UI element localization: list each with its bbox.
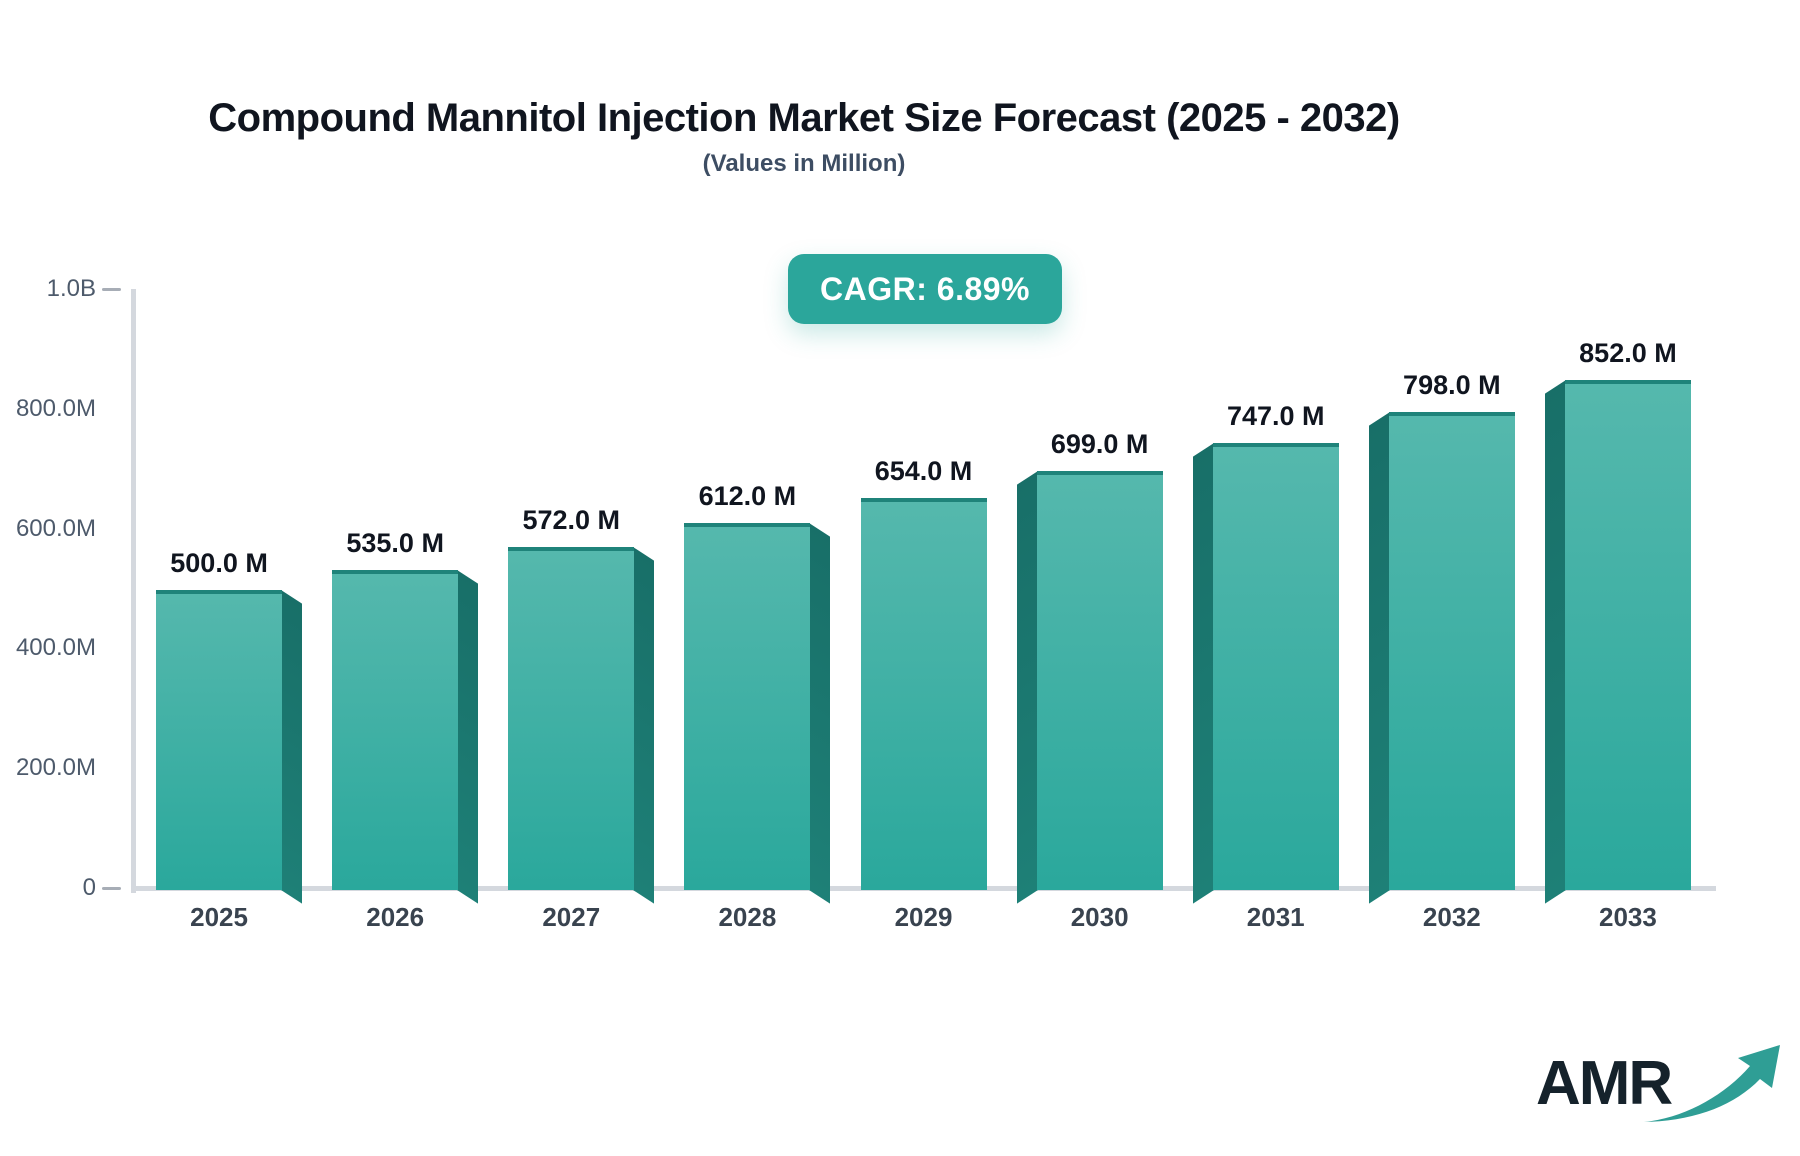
x-axis-label: 2029 <box>894 902 953 932</box>
x-axis-label: 2026 <box>366 902 425 932</box>
y-axis-tick-label: 800.0M <box>15 394 96 422</box>
bar-side-face <box>457 570 479 904</box>
bar-value-label: 612.0 M <box>698 481 797 511</box>
x-axis-label: 2031 <box>1246 902 1305 932</box>
y-axis-line <box>131 289 136 893</box>
y-axis-tick-label: 400.0M <box>15 634 96 662</box>
bar <box>1212 443 1339 890</box>
cagr-badge: CAGR: 6.89% <box>788 254 1062 324</box>
bar-value-label: 654.0 M <box>874 456 973 486</box>
amr-logo-text: AMR <box>1536 1049 1673 1118</box>
y-axis-tick-label: 0 <box>82 874 96 901</box>
bar <box>860 498 987 890</box>
bar-side-face <box>1544 380 1566 904</box>
bar-side-face <box>1368 412 1390 904</box>
bar-value-label: 798.0 M <box>1403 370 1501 400</box>
x-axis-label: 2025 <box>190 902 248 932</box>
x-axis-label: 2033 <box>1599 902 1657 932</box>
bar-side-face <box>1016 471 1038 904</box>
chart-title: Compound Mannitol Injection Market Size … <box>208 96 1400 140</box>
x-axis-label: 2032 <box>1422 902 1481 932</box>
x-axis-label: 2030 <box>1070 902 1129 932</box>
growth-arrow-icon <box>1644 1045 1780 1122</box>
bar-side-face <box>633 547 655 904</box>
y-axis-tick-dash <box>102 887 121 890</box>
bar <box>684 523 811 890</box>
chart-subtitle: (Values in Million) <box>702 150 906 177</box>
bar <box>156 590 283 890</box>
bar-value-label: 535.0 M <box>346 528 444 558</box>
y-axis-tick-dash <box>102 288 121 291</box>
bar-value-label: 747.0 M <box>1226 401 1325 431</box>
bar-value-label: 852.0 M <box>1579 338 1677 368</box>
x-axis-label: 2027 <box>542 902 601 932</box>
y-axis-tick-label: 200.0M <box>15 754 96 782</box>
bar <box>332 570 459 890</box>
bar <box>508 547 635 890</box>
bar-value-label: 572.0 M <box>522 505 621 535</box>
y-axis-tick-label: 1.0B <box>46 275 96 302</box>
cagr-badge-label: CAGR: 6.89% <box>820 270 1030 307</box>
bar-value-label: 500.0 M <box>170 548 268 578</box>
bar-value-label: 699.0 M <box>1050 429 1149 459</box>
bar <box>1564 380 1691 890</box>
y-axis-tick-label: 600.0M <box>15 514 96 542</box>
bar <box>1388 412 1515 890</box>
bar <box>1036 471 1163 890</box>
bar-side-face <box>1192 443 1214 904</box>
bar-side-face <box>809 523 831 904</box>
amr-logo: AMR <box>1536 1045 1786 1138</box>
bar-side-face <box>281 590 303 904</box>
x-axis-label: 2028 <box>718 902 777 932</box>
